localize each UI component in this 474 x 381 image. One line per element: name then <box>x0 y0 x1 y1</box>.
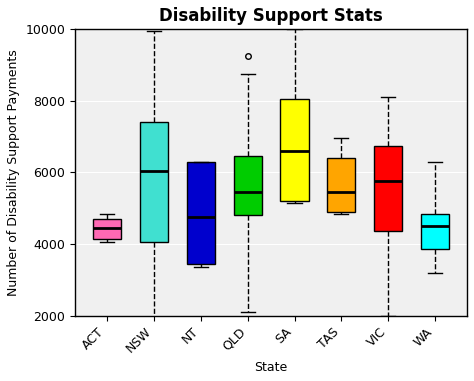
PathPatch shape <box>281 99 309 201</box>
PathPatch shape <box>374 146 402 231</box>
PathPatch shape <box>421 214 449 249</box>
PathPatch shape <box>93 219 121 239</box>
PathPatch shape <box>140 122 168 242</box>
Title: Disability Support Stats: Disability Support Stats <box>159 7 383 25</box>
PathPatch shape <box>187 162 215 264</box>
Y-axis label: Number of Disability Support Payments: Number of Disability Support Payments <box>7 49 20 296</box>
PathPatch shape <box>234 156 262 215</box>
PathPatch shape <box>328 158 356 212</box>
X-axis label: State: State <box>255 361 288 374</box>
